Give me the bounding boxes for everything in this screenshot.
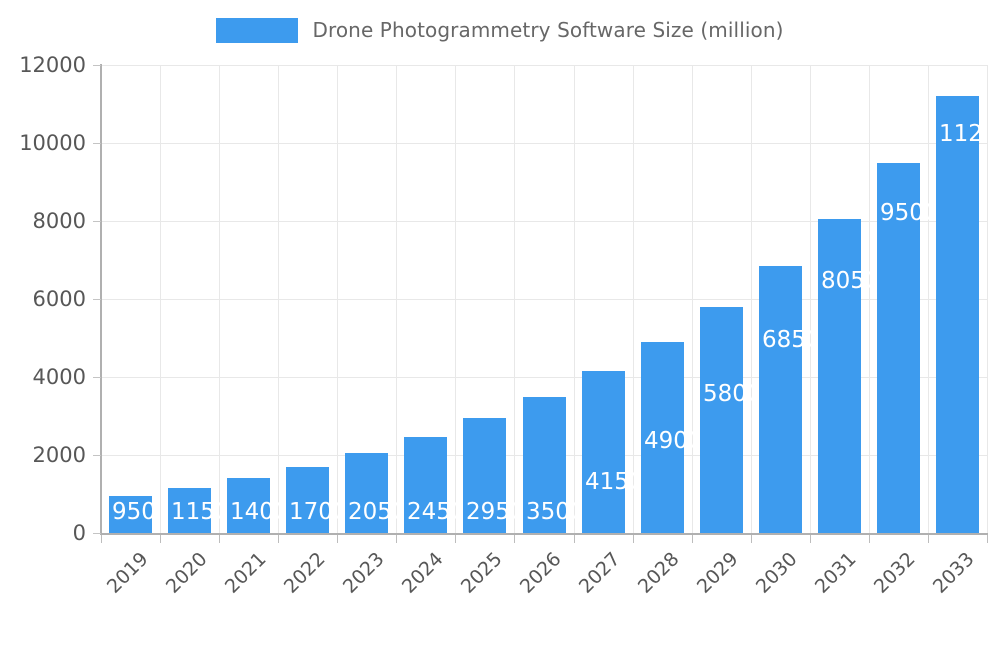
x-axis-tick-mark: [101, 535, 102, 543]
x-axis-tick-mark: [928, 535, 929, 543]
y-axis-tick-label: 10000: [19, 131, 86, 155]
bar-chart: Drone Photogrammetry Software Size (mill…: [0, 10, 1000, 598]
bar[interactable]: [286, 467, 329, 533]
chart-legend: Drone Photogrammetry Software Size (mill…: [0, 10, 1000, 50]
y-axis-tick-mark: [93, 533, 101, 534]
bar[interactable]: [759, 266, 802, 533]
x-axis-tick-mark: [751, 535, 752, 543]
x-axis-spine: [100, 533, 988, 535]
gridline-vertical: [987, 65, 988, 533]
y-axis-tick-label: 12000: [19, 53, 86, 77]
y-axis-tick-label: 2000: [32, 443, 86, 467]
gridline-vertical: [160, 65, 161, 533]
gridline-horizontal: [101, 299, 987, 300]
legend-series-label: Drone Photogrammetry Software Size (mill…: [312, 17, 784, 42]
bar[interactable]: [404, 437, 447, 533]
bar[interactable]: [877, 163, 920, 533]
gridline-vertical: [514, 65, 515, 533]
y-axis-tick-label: 4000: [32, 365, 86, 389]
y-axis-tick-label: 0: [72, 521, 86, 545]
gridline-vertical: [455, 65, 456, 533]
x-axis-tick-mark: [514, 535, 515, 543]
gridline-vertical: [337, 65, 338, 533]
x-axis-tick-mark: [396, 535, 397, 543]
bar[interactable]: [936, 96, 979, 533]
bar[interactable]: [345, 453, 388, 533]
y-axis-spine: [100, 64, 102, 534]
bar[interactable]: [818, 219, 861, 533]
gridline-horizontal: [101, 65, 987, 66]
x-axis-tick-mark: [219, 535, 220, 543]
gridline-vertical: [751, 65, 752, 533]
y-axis-tick-mark: [93, 377, 101, 378]
gridline-horizontal: [101, 221, 987, 222]
bar[interactable]: [523, 397, 566, 533]
y-axis-tick-mark: [93, 455, 101, 456]
gridline-horizontal: [101, 143, 987, 144]
gridline-vertical: [692, 65, 693, 533]
y-axis-tick-label: 8000: [32, 209, 86, 233]
gridline-vertical: [396, 65, 397, 533]
bar[interactable]: [227, 478, 270, 533]
gridline-vertical: [928, 65, 929, 533]
x-axis-tick-mark: [455, 535, 456, 543]
bar[interactable]: [463, 418, 506, 533]
bar[interactable]: [109, 496, 152, 533]
gridline-vertical: [278, 65, 279, 533]
y-axis-tick-label: 6000: [32, 287, 86, 311]
gridline-vertical: [810, 65, 811, 533]
x-axis-tick-mark: [810, 535, 811, 543]
y-axis-tick-mark: [93, 299, 101, 300]
plot-area: [101, 65, 988, 534]
bar[interactable]: [168, 488, 211, 533]
x-axis-tick-mark: [160, 535, 161, 543]
x-axis-tick-mark: [574, 535, 575, 543]
legend-color-swatch: [216, 17, 299, 43]
x-axis-tick-mark: [337, 535, 338, 543]
x-axis-tick-mark: [633, 535, 634, 543]
gridline-vertical: [869, 65, 870, 533]
gridline-vertical: [574, 65, 575, 533]
x-axis-tick-mark: [692, 535, 693, 543]
y-axis-tick-mark: [93, 65, 101, 66]
gridline-vertical: [219, 65, 220, 533]
bar[interactable]: [641, 342, 684, 533]
bars-container: 950 1150 1400 1700 2050 2450 2950 3500 4150 4900 5…: [101, 65, 987, 533]
bar[interactable]: [582, 371, 625, 533]
y-axis-tick-mark: [93, 143, 101, 144]
gridline-vertical: [633, 65, 634, 533]
gridline-horizontal: [101, 377, 987, 378]
x-axis-tick-mark: [278, 535, 279, 543]
y-axis-tick-mark: [93, 221, 101, 222]
x-axis-tick-mark: [987, 535, 988, 543]
x-axis-tick-mark: [869, 535, 870, 543]
bar[interactable]: [700, 307, 743, 533]
